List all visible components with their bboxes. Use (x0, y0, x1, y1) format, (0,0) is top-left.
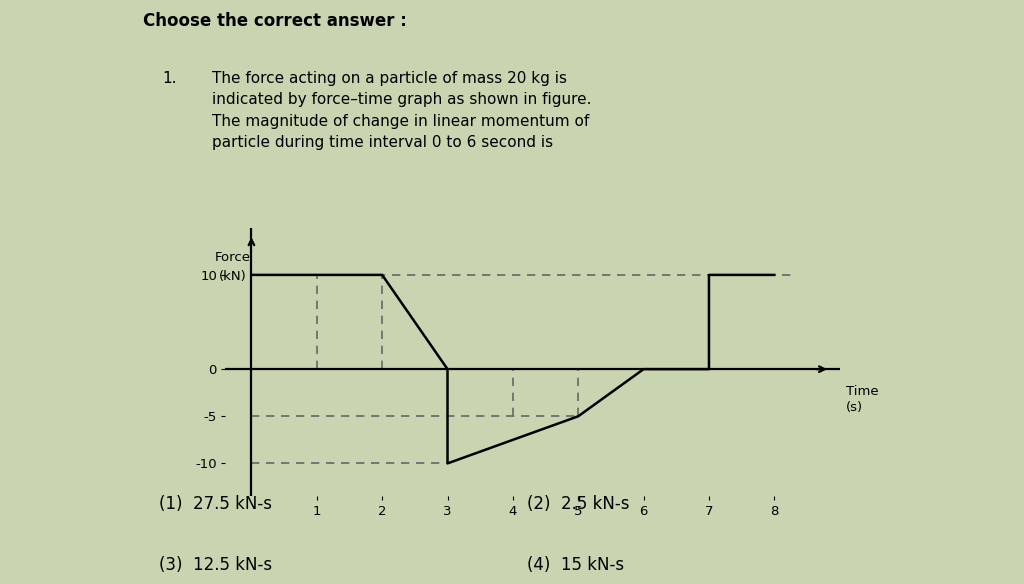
Text: (2)  2.5 kN-s: (2) 2.5 kN-s (527, 495, 630, 513)
Text: The force acting on a particle of mass 20 kg is
indicated by force–time graph as: The force acting on a particle of mass 2… (213, 71, 592, 150)
Text: Time
(s): Time (s) (846, 385, 879, 414)
Text: (3)  12.5 kN-s: (3) 12.5 kN-s (159, 556, 271, 574)
Text: (kN): (kN) (219, 270, 247, 283)
Text: (4)  15 kN-s: (4) 15 kN-s (527, 556, 625, 574)
Text: 1.: 1. (163, 71, 177, 85)
Text: Choose the correct answer :: Choose the correct answer : (143, 12, 408, 30)
Text: (1)  27.5 kN-s: (1) 27.5 kN-s (159, 495, 271, 513)
Text: Force: Force (215, 251, 251, 265)
